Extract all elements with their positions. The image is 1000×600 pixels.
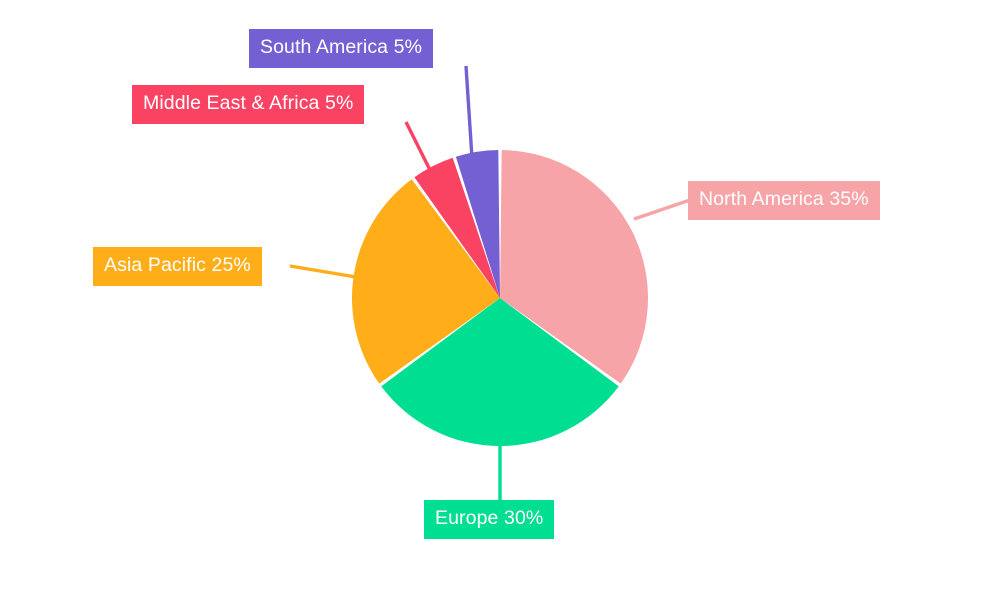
slice-label-north-america[interactable]: North America 35% <box>688 181 880 220</box>
pie-slice-middle-east-africa[interactable] <box>414 157 500 298</box>
pie-slice-south-america[interactable] <box>455 150 500 298</box>
pie-slice-north-america[interactable] <box>500 150 648 384</box>
pie-slice-europe[interactable] <box>381 298 619 446</box>
slice-label-middle-east-africa[interactable]: Middle East & Africa 5% <box>132 85 365 124</box>
leader-line-asia-pacific <box>289 264 357 279</box>
slice-label-europe[interactable]: Europe 30% <box>424 500 555 539</box>
leader-line-south-america <box>464 65 474 159</box>
slice-label-south-america[interactable]: South America 5% <box>249 29 434 68</box>
leader-line-north-america <box>633 198 691 221</box>
pie-slices <box>352 150 648 446</box>
pie-slice-asia-pacific[interactable] <box>352 179 500 384</box>
slice-label-asia-pacific[interactable]: Asia Pacific 25% <box>93 247 262 286</box>
